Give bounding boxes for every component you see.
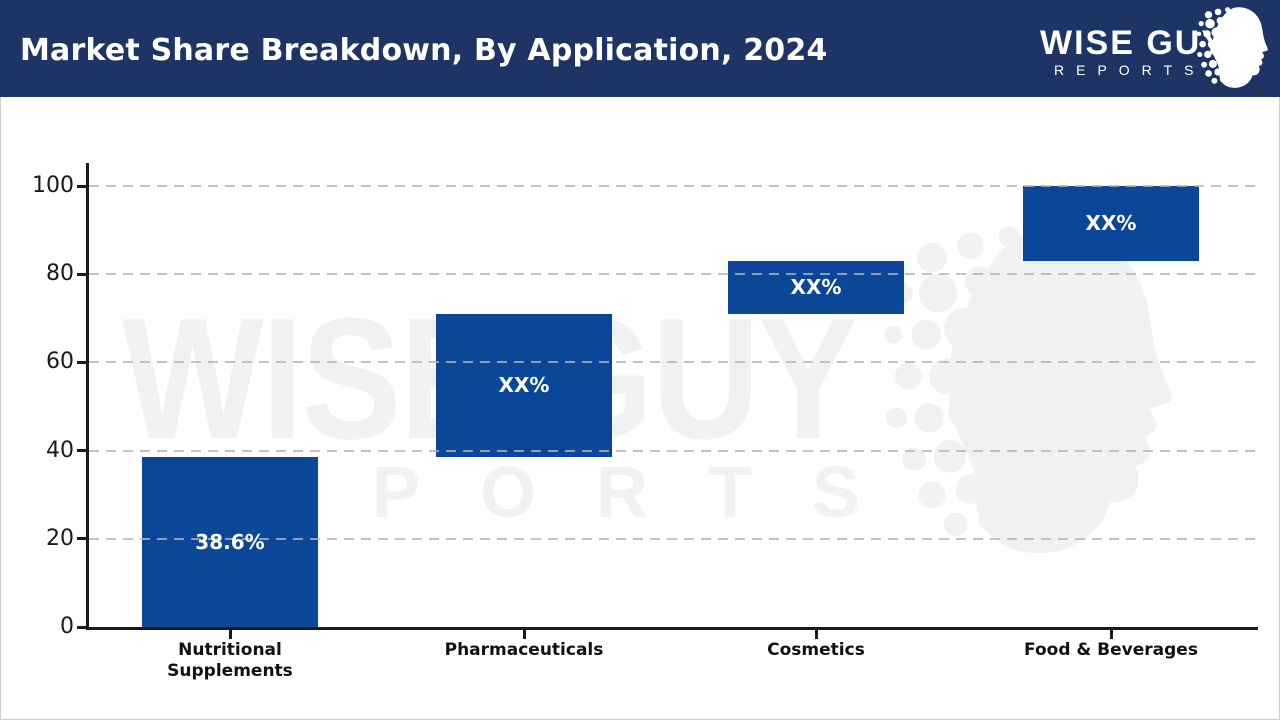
bar	[1023, 186, 1199, 261]
y-tick-label: 20	[46, 525, 74, 551]
x-tick-label: Pharmaceuticals	[444, 640, 604, 660]
y-tick-label: 40	[46, 437, 74, 463]
page-title: Market Share Breakdown, By Application, …	[20, 33, 828, 68]
bar-value-label: XX%	[790, 275, 842, 300]
logo-brand-text: WISE GUY	[1040, 24, 1227, 62]
y-tick-mark	[77, 625, 86, 629]
y-tick-label: 100	[32, 173, 74, 198]
y-tick-label: 60	[46, 349, 74, 375]
x-tick-mark	[522, 630, 526, 639]
x-tick-mark	[228, 630, 232, 639]
gridline	[89, 273, 1258, 276]
header: Market Share Breakdown, By Application, …	[0, 0, 1280, 97]
x-tick-label: Cosmetics	[767, 640, 865, 660]
bar-value-label: XX%	[498, 373, 550, 398]
bar-value-label: 38.6%	[195, 529, 265, 554]
x-tick-label: Nutritional Supplements	[167, 640, 293, 681]
x-tick-mark	[1109, 630, 1113, 639]
y-tick-mark	[77, 537, 86, 541]
bar	[436, 313, 612, 457]
x-axis	[86, 627, 1258, 630]
y-tick-mark	[77, 272, 86, 276]
chart-area: 0 20 40 60 80 100 38.6% Nutritional Supplements…	[0, 97, 1280, 720]
x-tick-label: Food & Beverages	[1024, 640, 1198, 660]
y-tick-mark	[77, 184, 86, 188]
y-tick-mark	[77, 449, 86, 453]
bar-value-label: XX%	[1085, 211, 1137, 236]
x-tick-mark	[814, 630, 818, 639]
wiseguy-logo: WISE GUY REPORTS	[1036, 0, 1280, 97]
bar	[728, 260, 904, 314]
logo-reports-text: REPORTS	[1054, 62, 1206, 78]
gridline	[89, 449, 1258, 452]
gridline	[89, 361, 1258, 364]
logo-head-icon	[1196, 7, 1268, 88]
bar	[142, 456, 318, 627]
y-tick-mark	[77, 360, 86, 364]
gridline	[89, 537, 1258, 540]
y-tick-label: 0	[60, 614, 74, 639]
y-tick-label: 80	[46, 261, 74, 287]
gridline	[89, 185, 1258, 187]
y-axis	[86, 163, 89, 630]
